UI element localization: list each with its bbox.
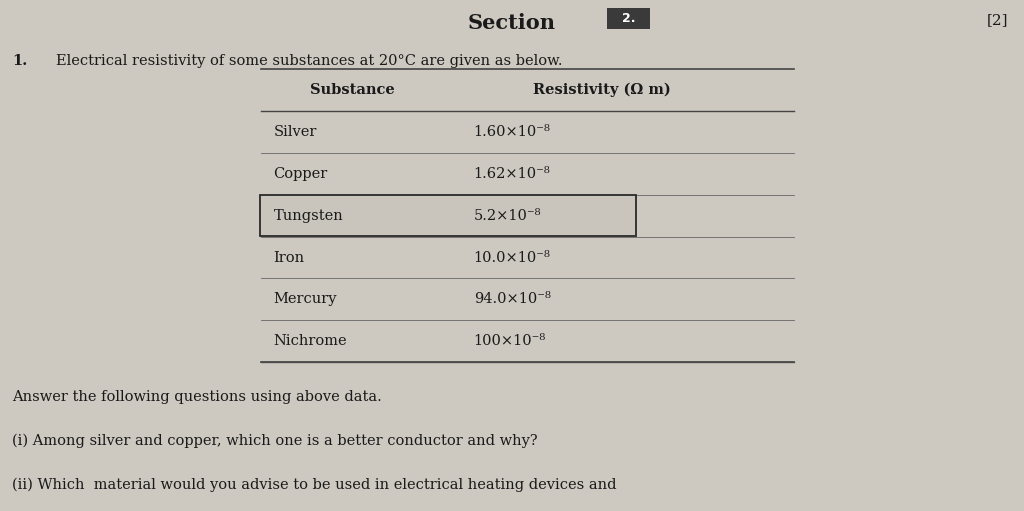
Text: 10.0×10⁻⁸: 10.0×10⁻⁸ [474, 250, 551, 265]
Text: [2]: [2] [987, 13, 1009, 27]
Text: 1.62×10⁻⁸: 1.62×10⁻⁸ [474, 167, 551, 181]
Text: 94.0×10⁻⁸: 94.0×10⁻⁸ [474, 292, 551, 307]
Text: 1.60×10⁻⁸: 1.60×10⁻⁸ [474, 125, 551, 139]
Text: Electrical resistivity of some substances at 20°C are given as below.: Electrical resistivity of some substance… [56, 54, 563, 67]
Text: Mercury: Mercury [273, 292, 337, 307]
Text: Copper: Copper [273, 167, 328, 181]
Text: Resistivity (Ω m): Resistivity (Ω m) [534, 83, 671, 97]
FancyBboxPatch shape [260, 195, 636, 236]
Text: Iron: Iron [273, 250, 304, 265]
Text: Section: Section [468, 13, 556, 33]
Text: Substance: Substance [310, 83, 394, 97]
Text: 100×10⁻⁸: 100×10⁻⁸ [474, 334, 546, 349]
Text: 2.: 2. [622, 12, 636, 25]
Text: (i) Among silver and copper, which one is a better conductor and why?: (i) Among silver and copper, which one i… [12, 434, 538, 448]
Text: (ii) Which  material would you advise to be used in electrical heating devices a: (ii) Which material would you advise to … [12, 477, 616, 492]
Text: Tungsten: Tungsten [273, 208, 343, 223]
Text: Answer the following questions using above data.: Answer the following questions using abo… [12, 390, 382, 404]
FancyBboxPatch shape [607, 8, 650, 29]
Text: Nichrome: Nichrome [273, 334, 347, 349]
Text: 5.2×10⁻⁸: 5.2×10⁻⁸ [474, 208, 542, 223]
Text: Silver: Silver [273, 125, 316, 139]
Text: 1.: 1. [12, 54, 28, 67]
